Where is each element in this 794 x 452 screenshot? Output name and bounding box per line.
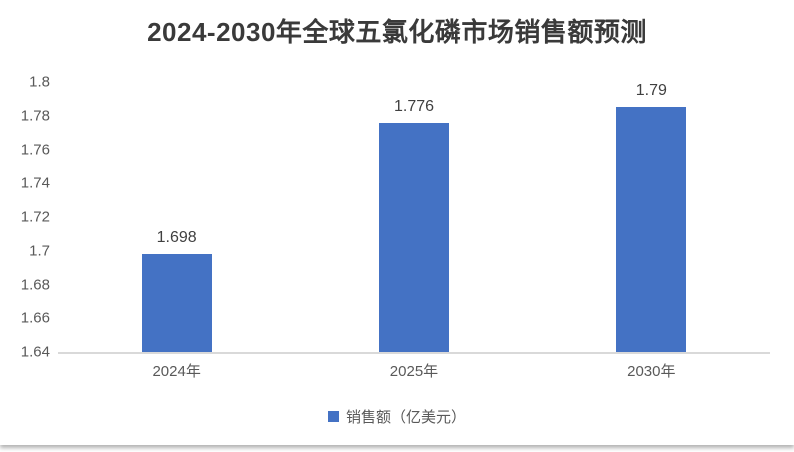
y-tick-label: 1.74 bbox=[20, 174, 50, 192]
bar-slot: 1.79 bbox=[533, 82, 770, 352]
y-axis: 1.8 1.78 1.76 1.74 1.72 1.7 1.68 1.66 1.64 bbox=[0, 74, 50, 361]
y-tick-label: 1.72 bbox=[20, 208, 50, 226]
y-tick-label: 1.68 bbox=[20, 276, 50, 293]
y-tick-label: 1.8 bbox=[29, 73, 50, 91]
chart-title: 2024-2030年全球五氯化磷市场销售额预测 bbox=[147, 17, 647, 47]
legend-label: 销售额（亿美元） bbox=[345, 409, 466, 426]
y-tick-label: 1.78 bbox=[20, 107, 50, 125]
bar bbox=[616, 107, 687, 352]
legend: 销售额（亿美元） bbox=[0, 406, 794, 427]
bar bbox=[141, 254, 212, 352]
bar-value-label: 1.79 bbox=[635, 82, 667, 99]
bar-slot: 1.776 bbox=[295, 82, 532, 352]
legend-swatch-icon bbox=[327, 411, 339, 422]
x-axis-label: 2030年 bbox=[627, 363, 676, 380]
bar-slot: 1.698 bbox=[58, 82, 295, 352]
bar bbox=[378, 122, 449, 352]
plot-area: 1.698 1.776 1.79 bbox=[58, 82, 770, 354]
y-tick-label: 1.66 bbox=[20, 309, 50, 327]
y-tick-label: 1.7 bbox=[29, 242, 50, 260]
y-tick-label: 1.76 bbox=[20, 141, 50, 158]
bar-value-label: 1.698 bbox=[156, 229, 197, 247]
x-axis-label: 2025年 bbox=[389, 363, 439, 380]
bar-value-label: 1.776 bbox=[393, 97, 435, 115]
x-axis-label: 2024年 bbox=[152, 363, 201, 380]
y-tick-label: 1.64 bbox=[20, 343, 50, 361]
x-axis: 2024年 2025年 2030年 bbox=[58, 360, 770, 381]
